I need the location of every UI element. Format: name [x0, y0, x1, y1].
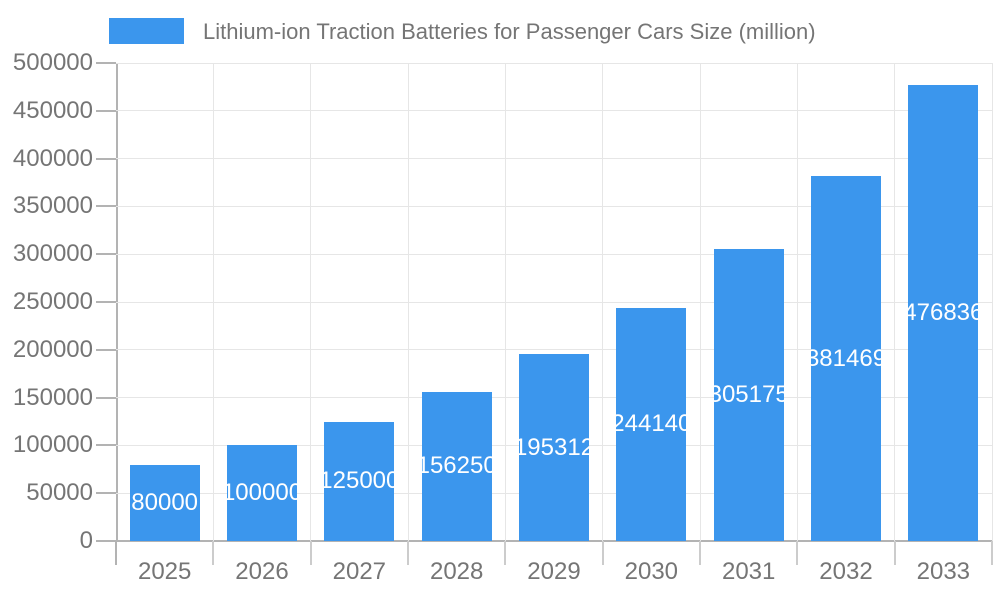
- gridline-horizontal: [116, 349, 992, 351]
- y-tick-mark: [96, 301, 116, 303]
- x-tick-label: 2029: [527, 558, 581, 585]
- bar-value-label: 156250: [421, 452, 492, 480]
- gridline-vertical: [894, 63, 896, 541]
- bar-value-label: 125000: [324, 467, 395, 495]
- y-tick-label: 100000: [12, 431, 93, 459]
- bar-value-label: 305175: [713, 381, 784, 409]
- bar[interactable]: 156250: [421, 391, 492, 541]
- x-tick-mark: [212, 541, 215, 565]
- y-tick-label: 0: [79, 527, 93, 554]
- x-tick-mark: [309, 541, 312, 565]
- y-tick-label: 300000: [12, 240, 93, 268]
- gridline-vertical: [796, 63, 798, 541]
- y-tick-mark: [96, 492, 116, 495]
- y-tick-mark: [96, 348, 116, 351]
- y-tick-label: 250000: [12, 288, 93, 315]
- gridline-horizontal: [116, 110, 992, 112]
- y-tick-label: 350000: [12, 192, 93, 220]
- x-tick-mark: [893, 541, 896, 565]
- y-tick-label: 50000: [26, 479, 93, 507]
- y-tick-mark: [96, 109, 116, 112]
- gridline-horizontal: [116, 253, 992, 255]
- x-axis-line: [116, 540, 992, 542]
- y-tick-label: 500000: [12, 49, 93, 76]
- bar-value-label: 195312: [519, 433, 589, 461]
- y-tick-mark: [96, 444, 116, 447]
- gridline-vertical: [504, 63, 506, 541]
- y-tick-label: 200000: [12, 335, 93, 363]
- y-tick-mark: [96, 62, 116, 64]
- legend-label: Lithium-ion Traction Batteries for Passe…: [203, 19, 816, 44]
- gridline-horizontal: [116, 205, 992, 207]
- y-tick-mark: [96, 157, 116, 160]
- x-tick-mark: [601, 541, 604, 565]
- bar[interactable]: 381469: [811, 176, 881, 541]
- bar-value-label: 100000: [227, 479, 297, 507]
- gridline-vertical: [407, 63, 409, 541]
- y-tick-mark: [96, 540, 116, 542]
- bar[interactable]: 80000: [129, 464, 200, 541]
- bar[interactable]: 195312: [519, 354, 589, 541]
- x-tick-label: 2032: [819, 558, 873, 585]
- y-tick-label: 450000: [12, 96, 93, 124]
- x-tick-mark: [796, 541, 799, 565]
- legend: Lithium-ion Traction Batteries for Passe…: [0, 0, 1000, 56]
- plot-area: 80000 100000 125000 156250 195312 244140 30517…: [116, 62, 993, 542]
- y-tick-mark: [96, 205, 116, 208]
- bar[interactable]: 244140: [616, 307, 687, 541]
- gridline-horizontal: [116, 62, 992, 64]
- y-tick-mark: [96, 396, 116, 399]
- gridline-vertical: [699, 63, 701, 541]
- gridline-vertical: [310, 63, 312, 541]
- bar[interactable]: 305175: [713, 249, 784, 541]
- x-tick-label: 2031: [721, 558, 776, 585]
- bar[interactable]: 476836: [908, 85, 979, 541]
- x-tick-mark: [407, 541, 409, 565]
- y-tick-label: 400000: [12, 144, 93, 172]
- x-tick-mark: [504, 541, 507, 565]
- x-tick-mark: [115, 541, 117, 565]
- bar-value-label: 476836: [908, 299, 979, 327]
- bar[interactable]: 100000: [227, 445, 297, 541]
- legend-swatch: [109, 18, 184, 44]
- y-tick-label: 150000: [12, 383, 93, 411]
- bar-value-label: 244140: [616, 410, 687, 438]
- bar-value-label: 80000: [131, 488, 199, 516]
- gridline-vertical: [212, 63, 214, 541]
- x-tick-label: 2027: [332, 558, 387, 585]
- x-tick-label: 2033: [916, 558, 971, 585]
- x-tick-mark: [991, 541, 993, 565]
- bar-value-label: 381469: [811, 344, 881, 372]
- gridline-horizontal: [116, 158, 992, 160]
- x-tick-label: 2025: [137, 558, 192, 585]
- y-tick-mark: [96, 253, 116, 256]
- x-tick-label: 2026: [235, 558, 289, 585]
- gridline-horizontal: [116, 301, 992, 303]
- x-tick-label: 2030: [624, 558, 679, 585]
- bar[interactable]: 125000: [324, 421, 395, 541]
- gridline-vertical: [991, 63, 993, 541]
- gridline-vertical: [602, 63, 604, 541]
- x-tick-mark: [699, 541, 701, 565]
- x-tick-label: 2028: [429, 558, 484, 585]
